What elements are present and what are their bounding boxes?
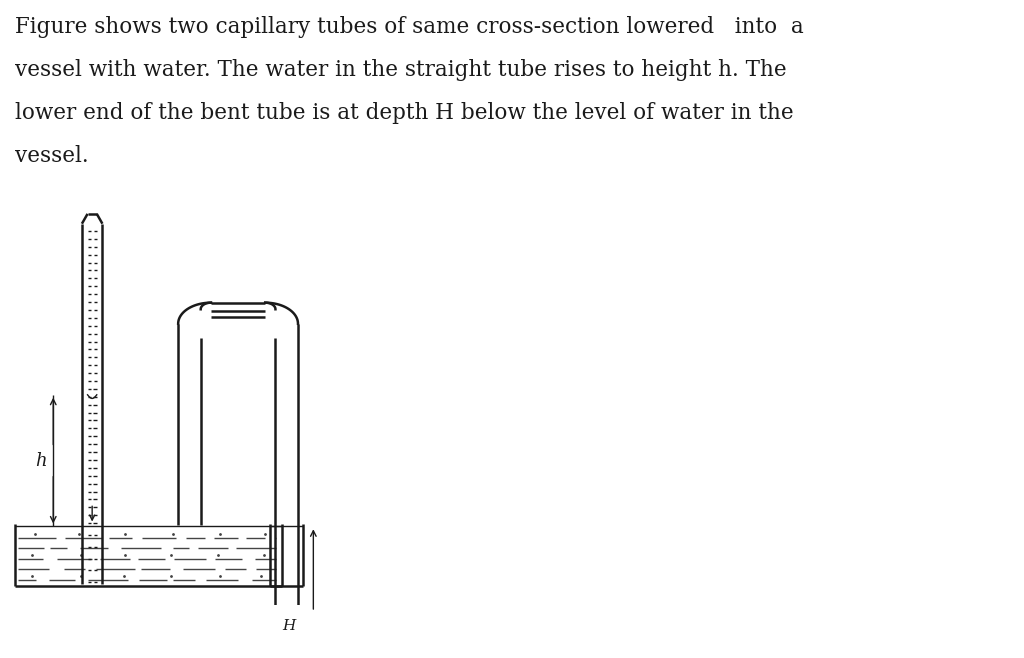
Text: Hard: Hard: [451, 633, 475, 644]
Text: lower end of the bent tube is at depth H below the level of water in the: lower end of the bent tube is at depth H…: [15, 102, 794, 124]
Text: Physics: Physics: [72, 633, 111, 644]
Text: 1661 / 737: 1661 / 737: [594, 633, 650, 644]
Text: 4min 51sec: 4min 51sec: [737, 633, 798, 644]
Text: 0%: 0%: [901, 633, 918, 644]
Text: vessel.: vessel.: [15, 145, 89, 166]
Text: 100: 100: [963, 633, 982, 644]
Text: H: H: [283, 619, 295, 632]
Text: Rotational Motion: Rotational Motion: [215, 633, 306, 644]
Text: Figure shows two capillary tubes of same cross-section lowered   into  a: Figure shows two capillary tubes of same…: [15, 16, 804, 38]
Text: vessel with water. The water in the straight tube rises to height h. The: vessel with water. The water in the stra…: [15, 59, 787, 81]
Text: 15: 15: [15, 633, 29, 644]
Text: h: h: [36, 451, 47, 470]
